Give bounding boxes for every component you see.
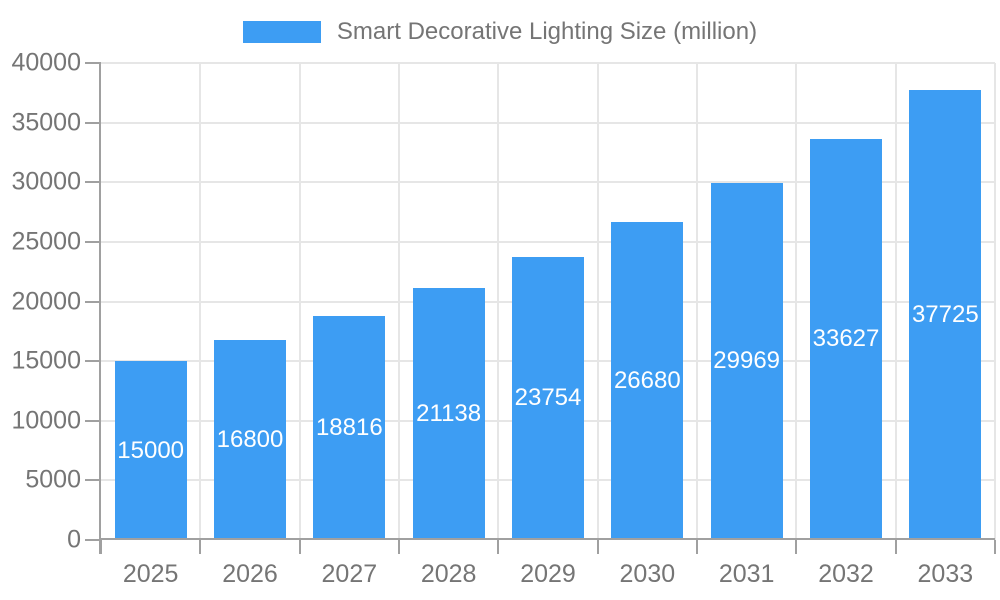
x-axis-label: 2033: [917, 560, 974, 588]
y-tick-mark: [85, 300, 101, 303]
x-tick-mark: [994, 540, 996, 554]
y-axis-label: 40000: [11, 48, 81, 77]
y-axis-label: 5000: [25, 465, 81, 494]
legend-swatch: [242, 21, 321, 43]
bar[interactable]: [512, 256, 584, 540]
x-tick-mark: [298, 540, 301, 554]
x-tick-mark: [199, 540, 202, 554]
x-tick-mark: [497, 540, 500, 554]
x-gridline: [994, 63, 996, 540]
bar[interactable]: [810, 138, 882, 540]
x-tick-mark: [596, 540, 599, 554]
bar-value-label: 21138: [416, 399, 482, 427]
x-tick-mark: [398, 540, 400, 554]
bar-value-label: 33627: [812, 325, 880, 353]
bar[interactable]: [611, 221, 684, 540]
y-axis-label: 30000: [11, 167, 81, 196]
x-axis-line: [101, 538, 995, 540]
bar-value-label: 26680: [613, 366, 681, 394]
bar-value-label: 15000: [117, 436, 185, 464]
x-axis-label: 2031: [718, 560, 775, 588]
bar-value-label: 37725: [911, 301, 979, 329]
bar[interactable]: [214, 339, 286, 540]
chart-legend[interactable]: Smart Decorative Lighting Size (million): [0, 18, 1000, 46]
bar[interactable]: [710, 182, 783, 540]
x-gridline: [596, 63, 599, 540]
y-tick-mark: [85, 479, 101, 482]
bar[interactable]: [114, 361, 187, 540]
y-axis-label: 15000: [11, 346, 81, 375]
y-axis-label: 0: [67, 525, 81, 554]
bar[interactable]: [909, 90, 982, 540]
y-tick-mark: [85, 419, 101, 422]
y-tick-mark: [85, 240, 101, 243]
y-tick-mark: [85, 62, 101, 64]
bar[interactable]: [313, 315, 386, 540]
y-tick-mark: [85, 121, 101, 124]
x-gridline: [199, 63, 202, 540]
y-axis-label: 25000: [11, 227, 81, 256]
x-tick-mark: [100, 540, 102, 554]
x-axis-label: 2027: [321, 560, 378, 588]
x-gridline: [894, 63, 897, 540]
x-gridline: [696, 63, 698, 540]
x-gridline: [795, 63, 798, 540]
legend-label: Smart Decorative Lighting Size (million): [336, 18, 758, 45]
y-gridline: [101, 121, 995, 124]
x-tick-mark: [894, 540, 897, 554]
x-axis-label: 2030: [619, 560, 676, 588]
x-tick-mark: [696, 540, 698, 554]
y-gridline: [101, 181, 995, 184]
x-axis-label: 2025: [122, 560, 179, 588]
y-axis-line: [99, 63, 101, 554]
y-tick-mark: [85, 360, 101, 363]
x-axis-label: 2032: [818, 560, 874, 588]
x-axis-label: 2029: [520, 560, 576, 588]
bar-value-label: 29969: [713, 347, 781, 375]
x-gridline: [398, 63, 400, 540]
x-gridline: [298, 63, 301, 540]
y-gridline: [101, 62, 995, 64]
bar-value-label: 18816: [315, 413, 383, 441]
x-tick-mark: [795, 540, 798, 554]
x-axis-label: 2026: [222, 560, 278, 588]
y-tick-mark: [85, 181, 101, 184]
x-axis-label: 2028: [420, 560, 477, 588]
bar-value-label: 23754: [514, 384, 582, 412]
x-gridline: [497, 63, 500, 540]
bar-value-label: 16800: [216, 425, 284, 453]
y-gridline: [101, 240, 995, 243]
y-axis-label: 20000: [11, 287, 81, 315]
y-tick-mark: [85, 539, 101, 541]
bar[interactable]: [412, 287, 485, 540]
y-axis-label: 10000: [11, 406, 81, 435]
y-axis-label: 35000: [11, 108, 81, 137]
